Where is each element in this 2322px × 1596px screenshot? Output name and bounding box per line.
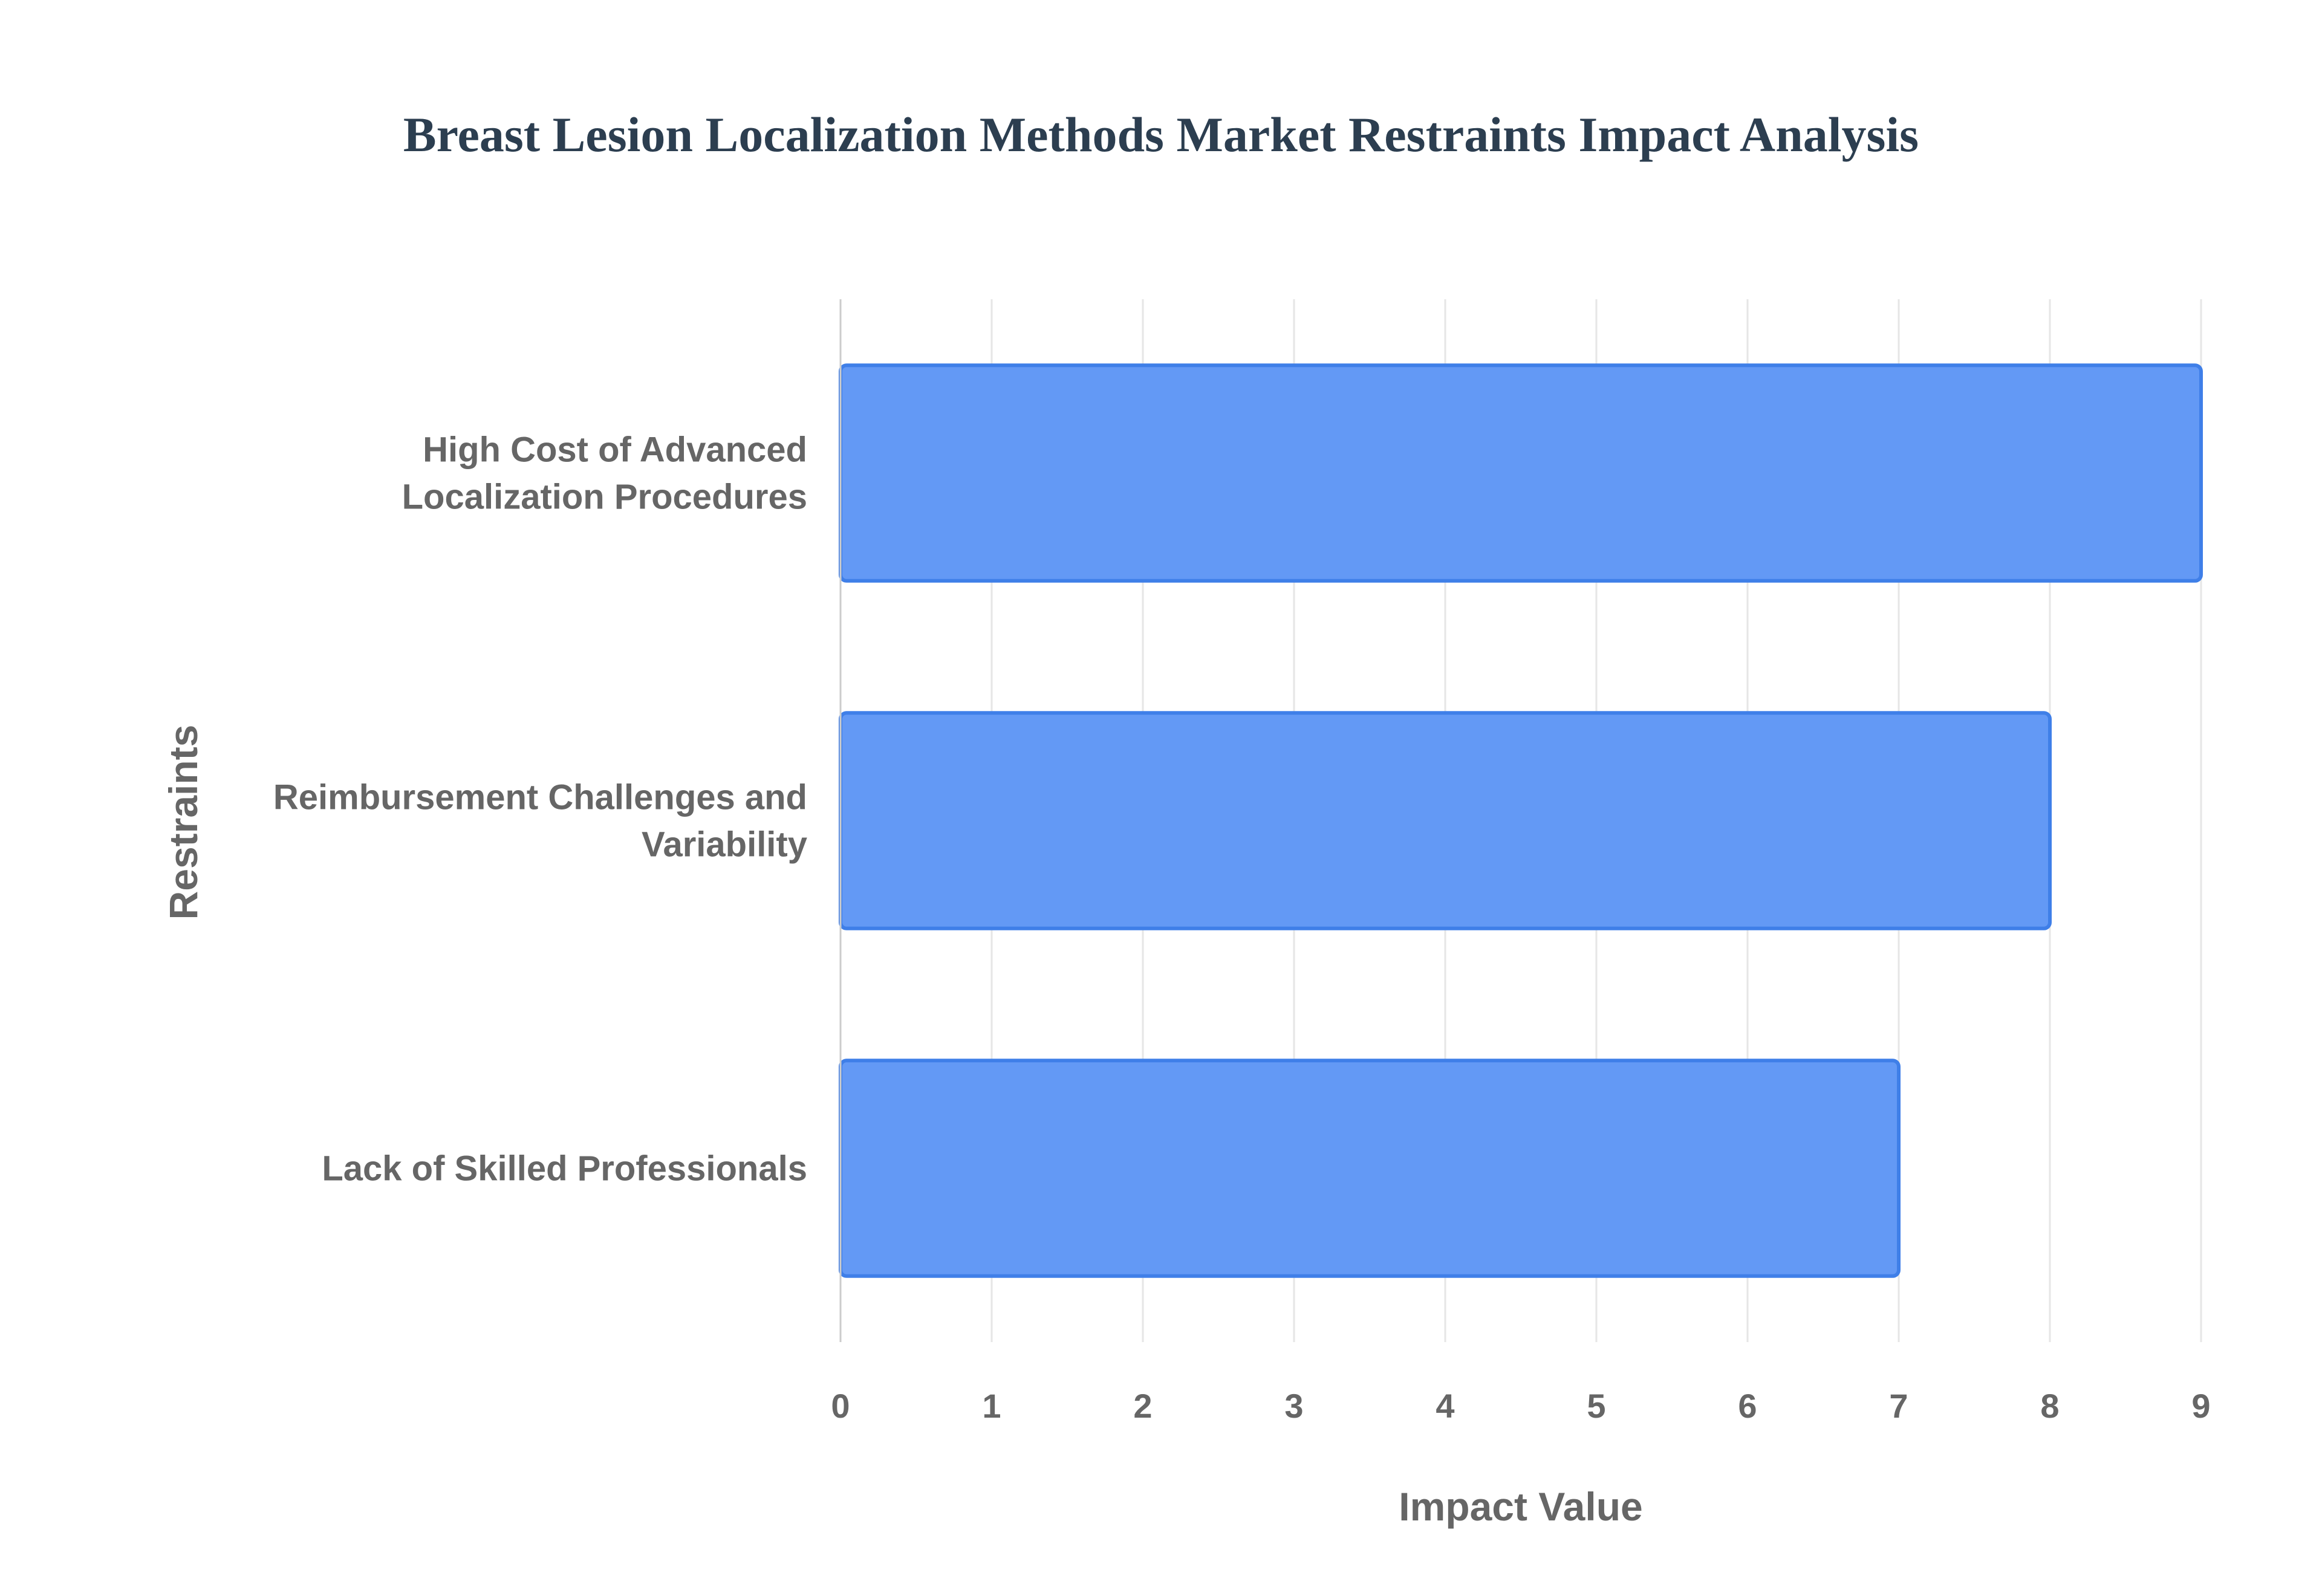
x-tick-label: 4 (1436, 1387, 1454, 1425)
category-labels: High Cost of Advanced Localization Proced… (273, 430, 807, 1189)
category-label-line: Variability (642, 825, 807, 864)
x-axis-title: Impact Value (1399, 1484, 1643, 1529)
bars (839, 363, 2203, 1278)
category-label: Lack of Skilled Professionals (322, 1149, 807, 1189)
category-label-line: Localization Procedures (402, 478, 807, 517)
x-tick-label: 8 (2040, 1387, 2059, 1425)
category-label-line: Lack of Skilled Professionals (322, 1149, 807, 1189)
category-label-line: Reimbursement Challenges and (273, 778, 807, 817)
x-tick-label: 0 (831, 1387, 850, 1425)
x-tick-label: 5 (1587, 1387, 1605, 1425)
y-axis-title: Restraints (161, 725, 206, 920)
chart-title: Breast Lesion Localization Methods Marke… (403, 107, 1919, 162)
x-tick-label: 1 (982, 1387, 1001, 1425)
x-tick-label: 3 (1284, 1387, 1303, 1425)
category-label-line: High Cost of Advanced (423, 430, 807, 470)
x-tick-labels: 0 1 2 3 4 5 6 7 8 9 (831, 1387, 2210, 1425)
bar (839, 711, 2052, 930)
x-tick-label: 9 (2191, 1387, 2210, 1425)
category-label: High Cost of Advanced Localization Proced… (402, 430, 807, 517)
bar (839, 1059, 1901, 1278)
category-label: Reimbursement Challenges and Variability (273, 778, 807, 864)
x-tick-label: 7 (1889, 1387, 1908, 1425)
bar (839, 363, 2203, 583)
x-tick-label: 6 (1738, 1387, 1757, 1425)
x-tick-label: 2 (1133, 1387, 1152, 1425)
